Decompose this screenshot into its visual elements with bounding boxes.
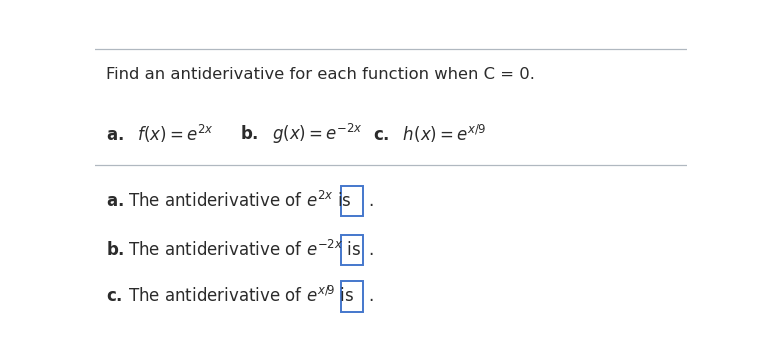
Text: $\mathbf{b.}$  $g(x) = e^{-2x}$: $\mathbf{b.}$ $g(x) = e^{-2x}$ [240,122,363,146]
Text: The antiderivative of $e^{x/9}$ is: The antiderivative of $e^{x/9}$ is [128,286,354,306]
Text: .: . [368,192,373,210]
FancyBboxPatch shape [341,281,363,312]
Text: The antiderivative of $e^{-2x}$ is: The antiderivative of $e^{-2x}$ is [128,240,362,260]
Text: $\mathbf{c.}$: $\mathbf{c.}$ [106,287,123,305]
Text: The antiderivative of $e^{2x}$ is: The antiderivative of $e^{2x}$ is [128,191,352,211]
Text: Find an antiderivative for each function when C = 0.: Find an antiderivative for each function… [106,67,535,82]
FancyBboxPatch shape [341,186,363,216]
Text: $\mathbf{a.}$: $\mathbf{a.}$ [106,192,124,210]
Text: $\mathbf{a.}$  $f(x) = e^{2x}$: $\mathbf{a.}$ $f(x) = e^{2x}$ [106,123,214,146]
Text: $\mathbf{b.}$: $\mathbf{b.}$ [106,241,124,259]
Text: .: . [368,287,373,305]
FancyBboxPatch shape [341,235,363,265]
Text: .: . [368,241,373,259]
Text: $\mathbf{c.}$  $h(x) = e^{x/9}$: $\mathbf{c.}$ $h(x) = e^{x/9}$ [373,123,486,146]
